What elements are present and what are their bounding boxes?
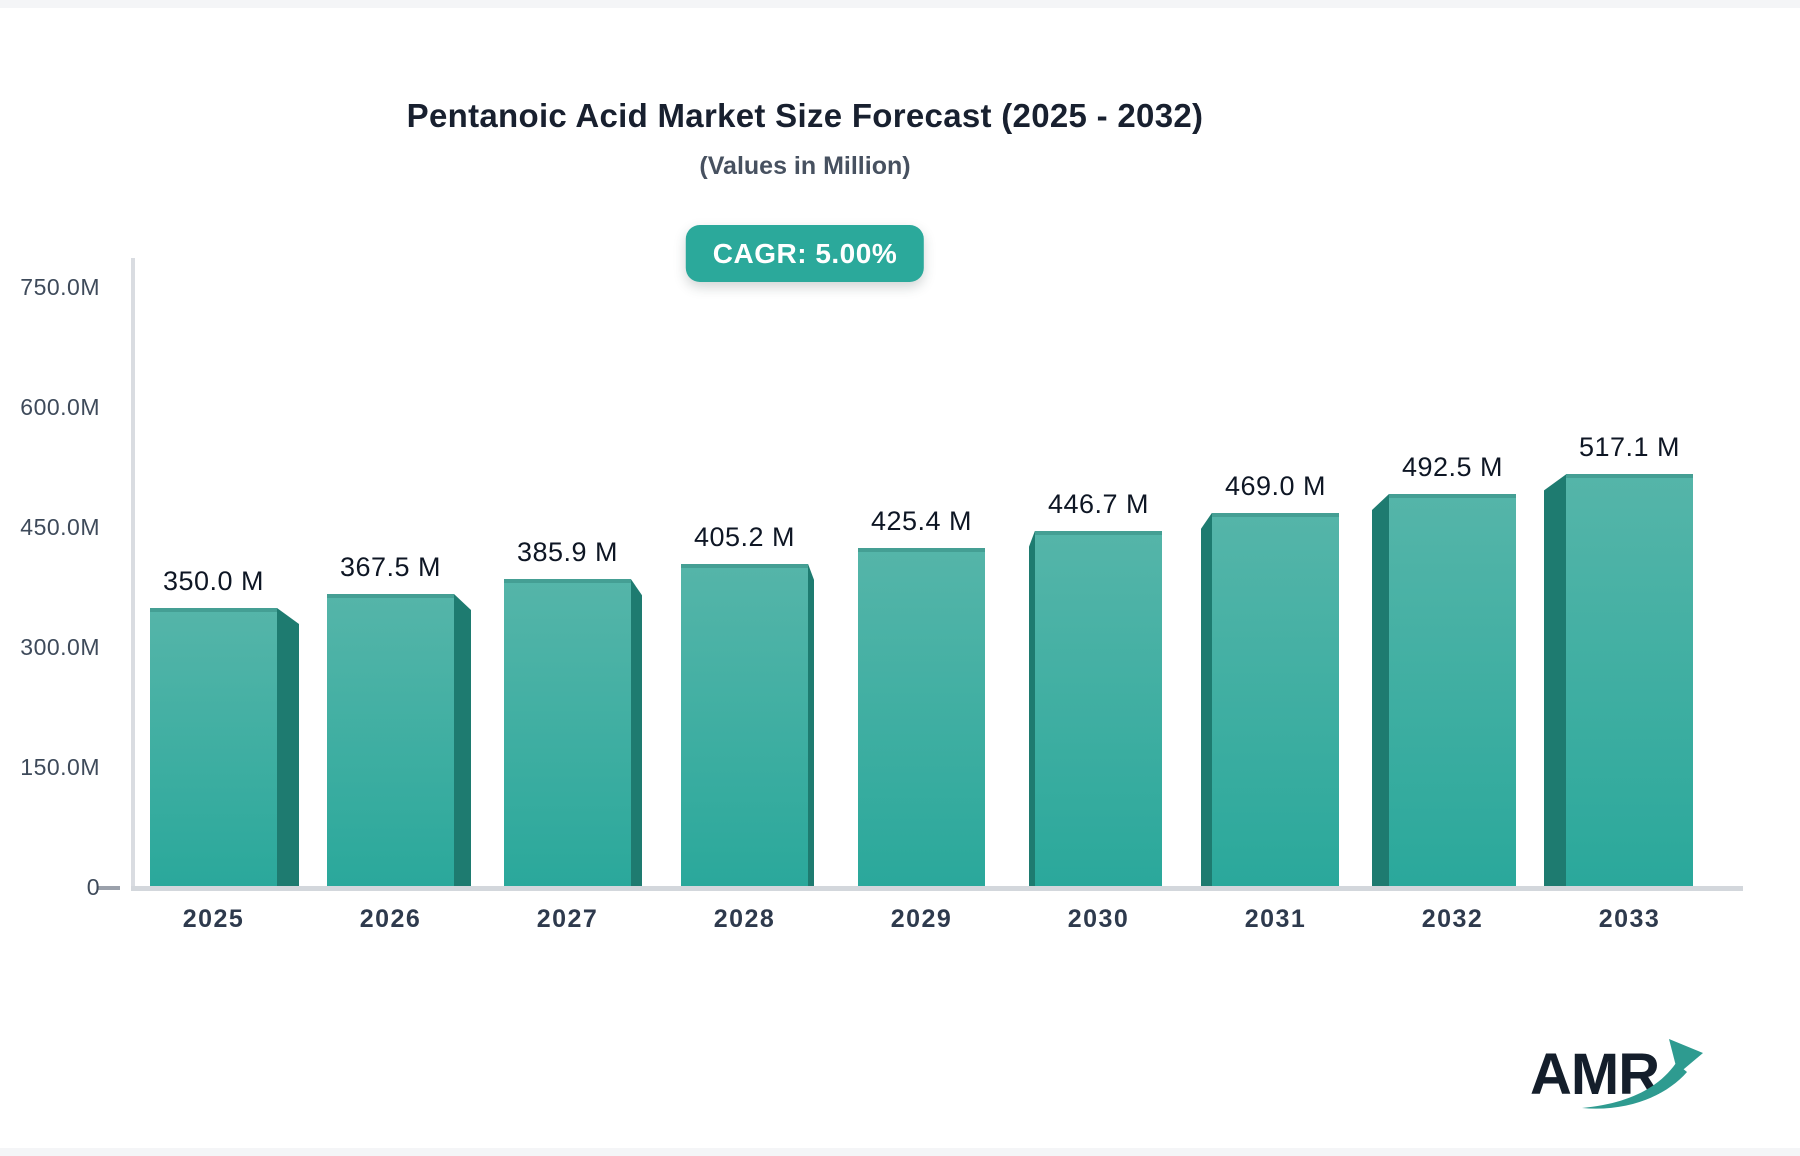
cagr-badge-label: CAGR: 5.00% bbox=[712, 237, 898, 269]
bar-value-label-2031: 469.0 M bbox=[1224, 470, 1327, 501]
bottom-edge-strip bbox=[0, 1148, 1800, 1156]
zero-tick-mark bbox=[97, 886, 120, 890]
x-tick-label-2032: 2032 bbox=[1421, 905, 1484, 933]
bar-2028[interactable] bbox=[681, 563, 808, 888]
x-tick-label-2031: 2031 bbox=[1244, 905, 1307, 933]
x-tick-label-2028: 2028 bbox=[713, 905, 776, 933]
bar-2026[interactable] bbox=[327, 594, 454, 888]
y-tick-label-750.0M: 750.0M bbox=[20, 274, 100, 300]
chart-subtitle: (Values in Million) bbox=[699, 152, 911, 180]
bar-side-2027 bbox=[631, 579, 642, 888]
y-axis-line bbox=[131, 258, 135, 890]
top-edge-strip bbox=[0, 0, 1800, 8]
bar-side-2030 bbox=[1029, 530, 1035, 888]
bar-value-label-2026: 367.5 M bbox=[339, 552, 442, 582]
amr-logo: AMR bbox=[1528, 1032, 1728, 1116]
cagr-badge: CAGR: 5.00% bbox=[685, 225, 925, 282]
bar-2027[interactable] bbox=[504, 579, 631, 888]
bar-value-label-2032: 492.5 M bbox=[1401, 452, 1504, 482]
x-tick-label-2030: 2030 bbox=[1067, 905, 1130, 933]
x-tick-label-2033: 2033 bbox=[1598, 905, 1661, 933]
y-tick-label-450.0M: 450.0M bbox=[20, 514, 100, 540]
y-tick-label-300.0M: 300.0M bbox=[20, 634, 100, 660]
bar-2025[interactable] bbox=[150, 608, 277, 888]
bar-side-2025 bbox=[277, 608, 299, 888]
bar-value-label-2029: 425.4 M bbox=[870, 505, 973, 536]
bar-2030[interactable] bbox=[1035, 530, 1162, 888]
x-tick-label-2026: 2026 bbox=[359, 905, 422, 933]
bar-2032[interactable] bbox=[1389, 494, 1516, 888]
y-tick-label-150.0M: 150.0M bbox=[20, 754, 100, 780]
x-tick-label-2027: 2027 bbox=[536, 905, 599, 933]
x-axis-baseline bbox=[131, 886, 1743, 891]
amr-logo-graphic: AMR bbox=[1530, 1039, 1703, 1109]
chart-header: Pentanoic Acid Market Size Forecast (202… bbox=[0, 0, 1610, 181]
bar-value-label-2030: 446.7 M bbox=[1047, 488, 1150, 519]
bar-2029[interactable] bbox=[858, 547, 985, 888]
bar-side-2032 bbox=[1372, 494, 1389, 888]
bar-value-label-2027: 385.9 M bbox=[516, 537, 619, 568]
bar-2031[interactable] bbox=[1212, 512, 1339, 888]
logo-arrowhead-icon bbox=[1669, 1039, 1703, 1074]
bar-value-label-2028: 405.2 M bbox=[693, 521, 796, 552]
bar-2033[interactable] bbox=[1566, 474, 1693, 888]
x-tick-label-2025: 2025 bbox=[182, 905, 245, 933]
bar-value-label-2025: 350.0 M bbox=[162, 566, 265, 596]
bar-side-2033 bbox=[1544, 474, 1566, 888]
bar-side-2026 bbox=[454, 594, 471, 888]
bar-value-label-2033: 517.1 M bbox=[1578, 432, 1681, 463]
bar-side-2031 bbox=[1201, 512, 1212, 888]
x-tick-label-2029: 2029 bbox=[890, 905, 953, 933]
bar-side-2028 bbox=[808, 563, 814, 888]
y-tick-label-600.0M: 600.0M bbox=[20, 394, 100, 420]
chart-title: Pentanoic Acid Market Size Forecast (202… bbox=[406, 97, 1204, 134]
y-tick-label-0: 0 bbox=[86, 874, 100, 900]
